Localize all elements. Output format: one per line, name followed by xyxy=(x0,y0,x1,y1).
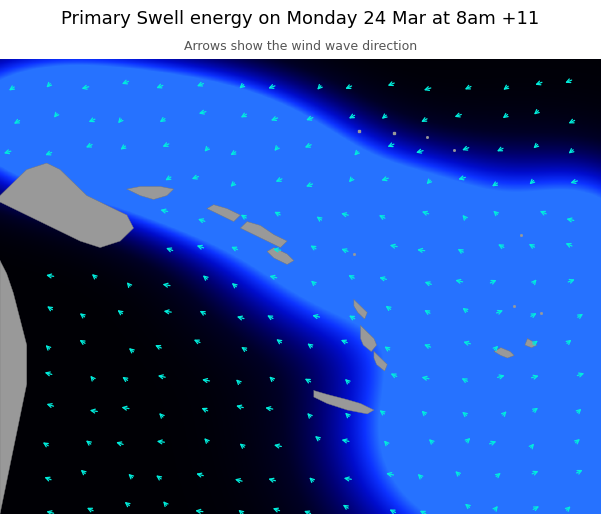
Polygon shape xyxy=(494,347,514,358)
Polygon shape xyxy=(240,222,287,248)
Polygon shape xyxy=(361,325,377,352)
Text: Primary Swell energy on Monday 24 Mar at 8am +11: Primary Swell energy on Monday 24 Mar at… xyxy=(61,10,540,28)
Polygon shape xyxy=(0,163,133,248)
Polygon shape xyxy=(354,300,367,319)
Polygon shape xyxy=(0,261,26,514)
Polygon shape xyxy=(314,391,374,414)
Polygon shape xyxy=(525,339,537,347)
Polygon shape xyxy=(267,248,294,265)
Text: Arrows show the wind wave direction: Arrows show the wind wave direction xyxy=(184,40,417,52)
Polygon shape xyxy=(207,205,240,222)
Polygon shape xyxy=(374,352,387,371)
Polygon shape xyxy=(127,187,174,199)
